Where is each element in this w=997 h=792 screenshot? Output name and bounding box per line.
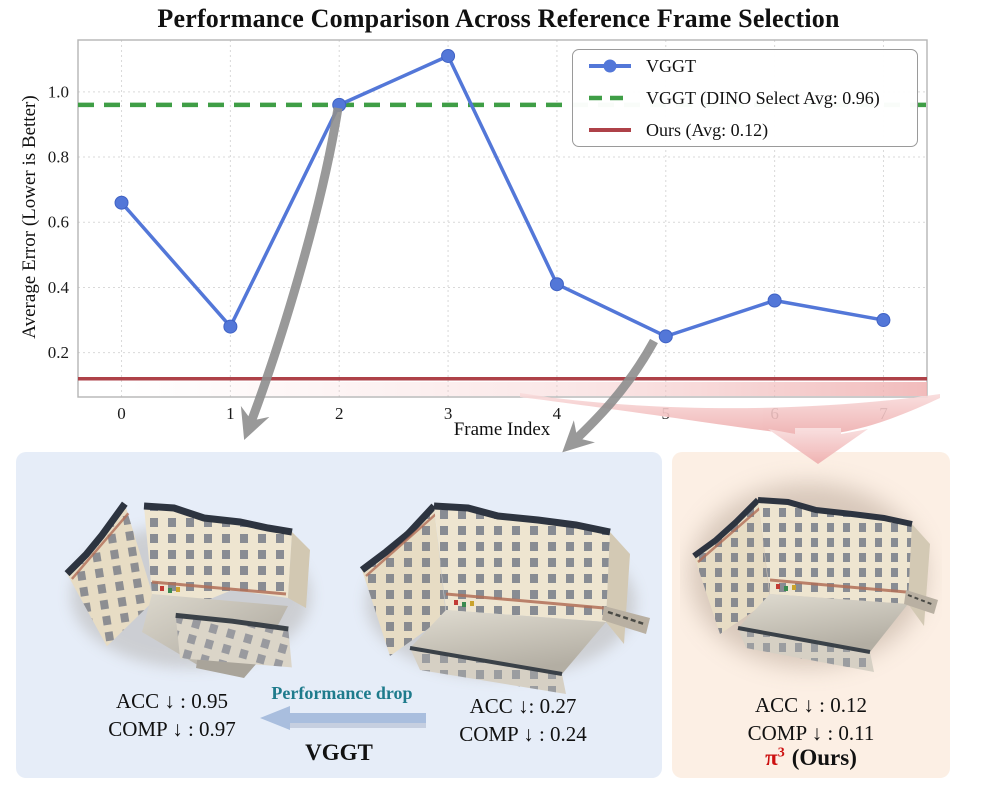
ours-metrics: ACC ↓ : 0.12 COMP ↓ : 0.11	[682, 692, 940, 747]
legend-item-vggt: VGGT	[587, 52, 917, 80]
legend-item-dino: VGGT (DINO Select Avg: 0.96)	[587, 84, 917, 112]
legend-label: VGGT	[646, 55, 696, 76]
svg-text:0.6: 0.6	[48, 213, 69, 232]
svg-text:6: 6	[770, 404, 779, 423]
ours-results-panel: ACC ↓ : 0.12 COMP ↓ : 0.11 π3 (Ours)	[672, 452, 950, 778]
comp-metric: COMP ↓ : 0.97	[108, 716, 236, 741]
chart-title: Performance Comparison Across Reference …	[157, 4, 840, 33]
comp-metric: COMP ↓ : 0.24	[459, 721, 587, 746]
chart-legend: VGGT VGGT (DINO Select Avg: 0.96) Ours (…	[572, 49, 918, 147]
performance-line-chart: 0 1 2 3 4 5 6 70.20.40.60.81.0	[48, 39, 928, 423]
svg-text:7: 7	[879, 404, 888, 423]
svg-text:5: 5	[662, 404, 671, 423]
solid-line-swatch-icon	[589, 128, 631, 132]
vggt-line-swatch-icon	[589, 59, 631, 73]
svg-text:0.8: 0.8	[48, 148, 69, 167]
frame5-metrics: ACC ↓: 0.27 COMP ↓ : 0.24	[408, 693, 638, 748]
ours-reconstruction-image	[690, 483, 938, 672]
comp-metric: COMP ↓ : 0.11	[747, 720, 875, 745]
svg-text:3: 3	[444, 404, 453, 423]
ours-method-label: π3 (Ours)	[672, 745, 950, 771]
performance-drop-label: Performance drop	[271, 683, 413, 703]
performance-drop-arrow-icon	[260, 706, 426, 730]
svg-text:0: 0	[117, 404, 126, 423]
svg-text:0.4: 0.4	[48, 278, 70, 297]
vggt-frame5-reconstruction-image	[359, 502, 650, 694]
acc-metric: ACC ↓ : 0.95	[115, 689, 228, 713]
x-axis-label: Frame Index	[453, 419, 551, 440]
acc-metric: ACC ↓ : 0.12	[754, 693, 867, 717]
svg-text:2: 2	[335, 404, 344, 423]
dashed-line-swatch-icon	[589, 95, 631, 101]
ours-suffix: (Ours)	[791, 745, 857, 770]
pi-exponent: 3	[777, 745, 785, 761]
pi-symbol: π	[765, 745, 778, 770]
y-axis-label: Average Error (Lower is Better)	[19, 95, 40, 339]
acc-metric: ACC ↓: 0.27	[469, 694, 577, 718]
performance-drop-annotation: Performance drop	[247, 683, 437, 737]
svg-text:1.0: 1.0	[48, 82, 69, 101]
vggt-frame2-reconstruction-image	[64, 501, 311, 678]
legend-item-ours: Ours (Avg: 0.12)	[587, 116, 917, 144]
frame2-metrics: ACC ↓ : 0.95 COMP ↓ : 0.97	[57, 688, 287, 743]
legend-label: Ours (Avg: 0.12)	[646, 119, 769, 140]
svg-text:1: 1	[226, 404, 235, 423]
legend-label: VGGT (DINO Select Avg: 0.96)	[646, 87, 880, 108]
vggt-results-panel: ACC ↓ : 0.95 COMP ↓ : 0.97 Performance d…	[16, 452, 662, 778]
vggt-method-label: VGGT	[305, 740, 373, 765]
svg-text:0.2: 0.2	[48, 343, 69, 362]
